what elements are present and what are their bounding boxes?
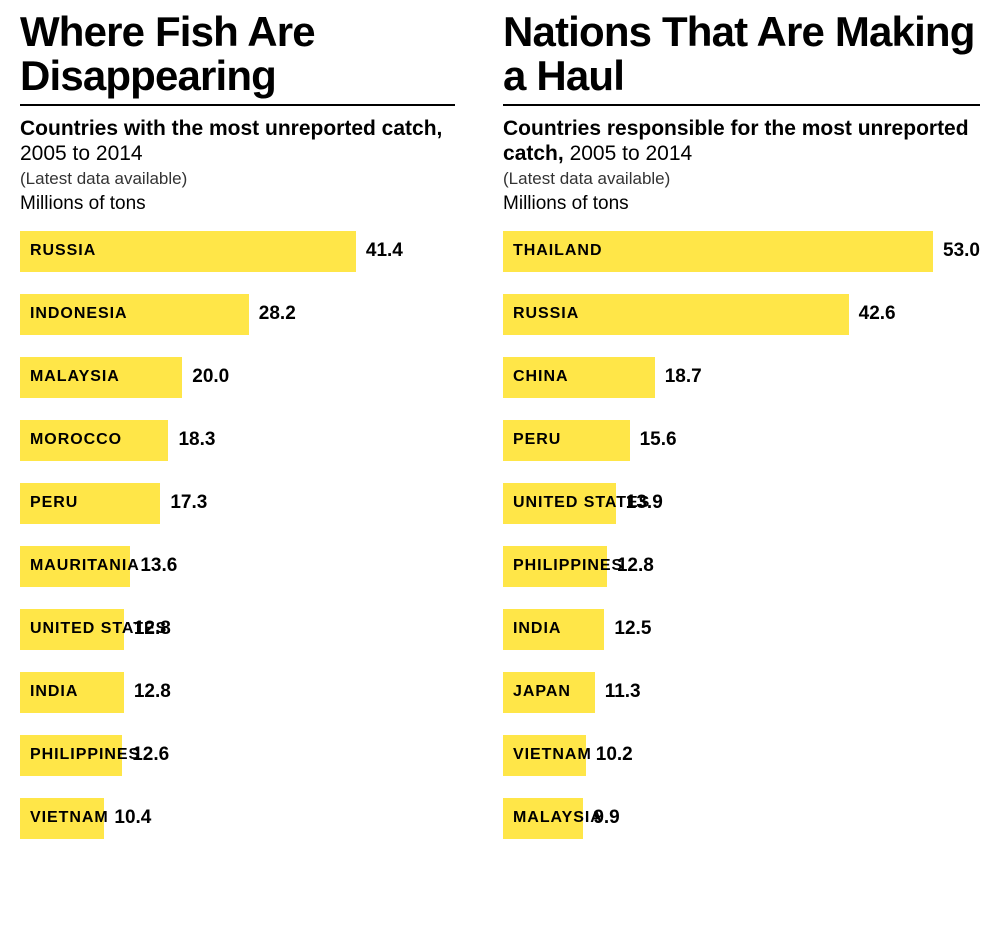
bar: THAILAND: [503, 231, 933, 272]
bar-label: THAILAND: [513, 242, 602, 260]
bar: MOROCCO: [20, 420, 168, 461]
left-bars: RUSSIA 41.4 INDONESIA 28.2 MALAYSIA 20.0 MOROC…: [20, 231, 455, 839]
right-rule: [503, 104, 980, 106]
bar-row: MOROCCO 18.3: [20, 420, 455, 461]
bar-label: PERU: [30, 494, 78, 512]
bar-row: UNITED STATES 13.9: [503, 483, 980, 524]
left-subtitle-range: 2005 to 2014: [20, 142, 143, 165]
bar-value: 12.6: [132, 744, 169, 766]
bar-row: RUSSIA 41.4: [20, 231, 455, 272]
bar-value: 42.6: [859, 303, 896, 325]
bar-label: PHILIPPINES: [30, 746, 140, 764]
chart-container: Where Fish Are Disappearing Countries wi…: [20, 10, 980, 839]
left-subtitle: Countries with the most unreported catch…: [20, 116, 455, 166]
bar-row: MALAYSIA9.9: [503, 798, 980, 839]
bar-row: RUSSIA 42.6: [503, 294, 980, 335]
bar-value: 41.4: [366, 240, 403, 262]
bar: PERU: [503, 420, 630, 461]
left-note: (Latest data available): [20, 169, 455, 189]
left-unit: Millions of tons: [20, 193, 455, 215]
bar-label: INDIA: [513, 620, 561, 638]
bar-label: MAURITANIA: [30, 557, 140, 575]
bar-row: THAILAND 53.0: [503, 231, 980, 272]
bar-value: 15.6: [640, 429, 677, 451]
bar-value: 28.2: [259, 303, 296, 325]
bar-row: VIETNAM 10.4: [20, 798, 455, 839]
bar: MALAYSIA: [20, 357, 182, 398]
bar-value: 12.8: [134, 618, 171, 640]
bar-label: MOROCCO: [30, 431, 122, 449]
bar-value: 10.4: [114, 807, 151, 829]
bar-value: 18.3: [178, 429, 215, 451]
bar-label: PERU: [513, 431, 561, 449]
bar-label: VIETNAM: [30, 809, 109, 827]
bar: PERU: [20, 483, 160, 524]
bar-value: 20.0: [192, 366, 229, 388]
bar: CHINA: [503, 357, 655, 398]
bar-value: 13.9: [626, 492, 663, 514]
bar: PHILIPPINES: [20, 735, 122, 776]
bar-label: JAPAN: [513, 683, 571, 701]
bar: VIETNAM: [503, 735, 586, 776]
bar-row: UNITED STATES 12.8: [20, 609, 455, 650]
bar-row: PHILIPPINES12.8: [503, 546, 980, 587]
bar-value: 10.2: [596, 744, 633, 766]
right-panel: Nations That Are Making a Haul Countries…: [503, 10, 980, 839]
bar-value: 12.8: [617, 555, 654, 577]
bar: INDIA: [503, 609, 604, 650]
bar: JAPAN: [503, 672, 595, 713]
right-note: (Latest data available): [503, 169, 980, 189]
bar: PHILIPPINES: [503, 546, 607, 587]
bar: UNITED STATES: [20, 609, 124, 650]
bar-value: 12.5: [614, 618, 651, 640]
bar: VIETNAM: [20, 798, 104, 839]
bar: UNITED STATES: [503, 483, 616, 524]
right-bars: THAILAND 53.0 RUSSIA 42.6 CHINA 18.7 PERU 15.6 U…: [503, 231, 980, 839]
bar-value: 17.3: [170, 492, 207, 514]
bar-row: MALAYSIA 20.0: [20, 357, 455, 398]
left-panel: Where Fish Are Disappearing Countries wi…: [20, 10, 455, 839]
bar: INDONESIA: [20, 294, 249, 335]
right-title: Nations That Are Making a Haul: [503, 10, 980, 98]
bar-label: VIETNAM: [513, 746, 592, 764]
bar-label: INDONESIA: [30, 305, 128, 323]
bar-label: RUSSIA: [513, 305, 579, 323]
bar-label: PHILIPPINES: [513, 557, 623, 575]
bar-row: PERU 17.3: [20, 483, 455, 524]
right-subtitle: Countries responsible for the most unrep…: [503, 116, 980, 166]
bar-value: 18.7: [665, 366, 702, 388]
bar-value: 13.6: [140, 555, 177, 577]
left-rule: [20, 104, 455, 106]
bar-row: JAPAN 11.3: [503, 672, 980, 713]
bar-row: PHILIPPINES12.6: [20, 735, 455, 776]
bar: MAURITANIA: [20, 546, 130, 587]
bar: RUSSIA: [503, 294, 849, 335]
bar-label: INDIA: [30, 683, 78, 701]
bar-value: 12.8: [134, 681, 171, 703]
bar-label: CHINA: [513, 368, 568, 386]
bar: RUSSIA: [20, 231, 356, 272]
bar-row: PERU 15.6: [503, 420, 980, 461]
bar-label: MALAYSIA: [30, 368, 120, 386]
bar-value: 11.3: [605, 681, 641, 703]
bar-row: VIETNAM10.2: [503, 735, 980, 776]
bar: INDIA: [20, 672, 124, 713]
bar-value: 53.0: [943, 240, 980, 262]
left-title: Where Fish Are Disappearing: [20, 10, 455, 98]
bar: MALAYSIA: [503, 798, 583, 839]
bar-value: 9.9: [593, 807, 619, 829]
bar-row: INDIA 12.5: [503, 609, 980, 650]
bar-row: MAURITANIA13.6: [20, 546, 455, 587]
bar-row: CHINA 18.7: [503, 357, 980, 398]
bar-label: RUSSIA: [30, 242, 96, 260]
bar-label: MALAYSIA: [513, 809, 603, 827]
bar-row: INDIA 12.8: [20, 672, 455, 713]
bar-row: INDONESIA 28.2: [20, 294, 455, 335]
left-subtitle-bold: Countries with the most unreported catch…: [20, 117, 442, 140]
right-subtitle-range: 2005 to 2014: [570, 142, 693, 165]
right-unit: Millions of tons: [503, 193, 980, 215]
